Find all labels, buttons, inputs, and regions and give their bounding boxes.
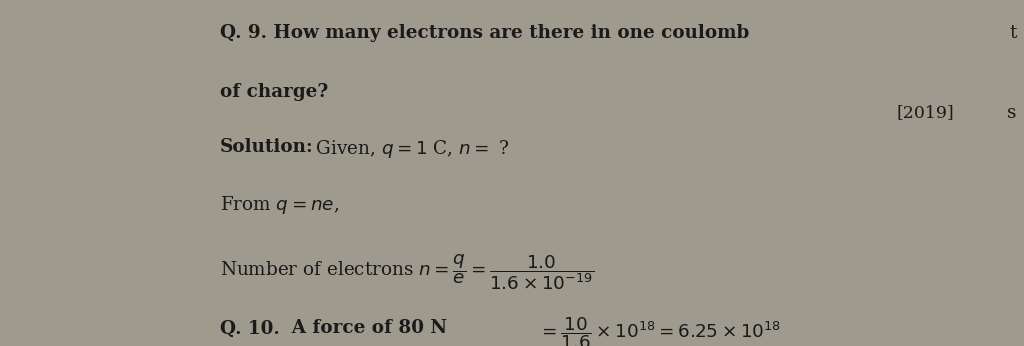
Text: Given, $q = 1$ C, $n =$ ?: Given, $q = 1$ C, $n =$ ? xyxy=(310,138,510,161)
Text: Number of electrons $n = \dfrac{q}{e} = \dfrac{1.0}{1.6 \times 10^{-19}}$: Number of electrons $n = \dfrac{q}{e} = … xyxy=(220,253,594,292)
Text: s: s xyxy=(1008,104,1017,122)
Text: From $q = ne$,: From $q = ne$, xyxy=(220,194,339,216)
Text: Q. 10.: Q. 10. xyxy=(220,319,280,337)
Text: Solution:: Solution: xyxy=(220,138,314,156)
Text: t: t xyxy=(1010,24,1017,42)
Text: $= \dfrac{10}{1.6} \times 10^{18} = 6.25 \times 10^{18}$: $= \dfrac{10}{1.6} \times 10^{18} = 6.25… xyxy=(538,315,780,346)
Text: of charge?: of charge? xyxy=(220,83,329,101)
Text: [2019]: [2019] xyxy=(896,104,953,121)
Text: Q. 9. How many electrons are there in one coulomb: Q. 9. How many electrons are there in on… xyxy=(220,24,750,42)
Text: A force of 80 N: A force of 80 N xyxy=(279,319,446,337)
